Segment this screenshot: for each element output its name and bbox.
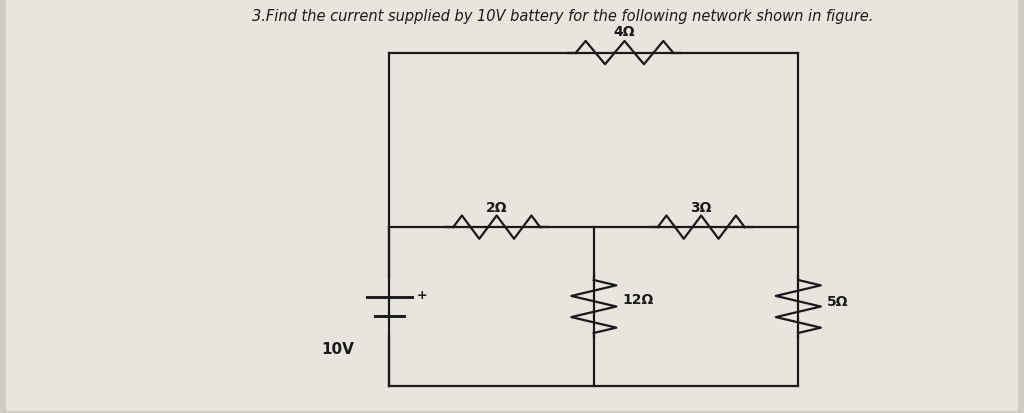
- Text: +: +: [417, 288, 427, 301]
- Text: 3Ω: 3Ω: [690, 200, 712, 214]
- FancyBboxPatch shape: [6, 0, 1018, 411]
- Text: 12Ω: 12Ω: [623, 292, 653, 306]
- Text: 5Ω: 5Ω: [827, 294, 849, 309]
- Text: 2Ω: 2Ω: [486, 200, 508, 214]
- Text: 4Ω: 4Ω: [613, 25, 635, 39]
- Text: 3.Find the current supplied by 10V battery for the following network shown in fi: 3.Find the current supplied by 10V batte…: [253, 9, 873, 24]
- Text: 10V: 10V: [322, 341, 354, 356]
